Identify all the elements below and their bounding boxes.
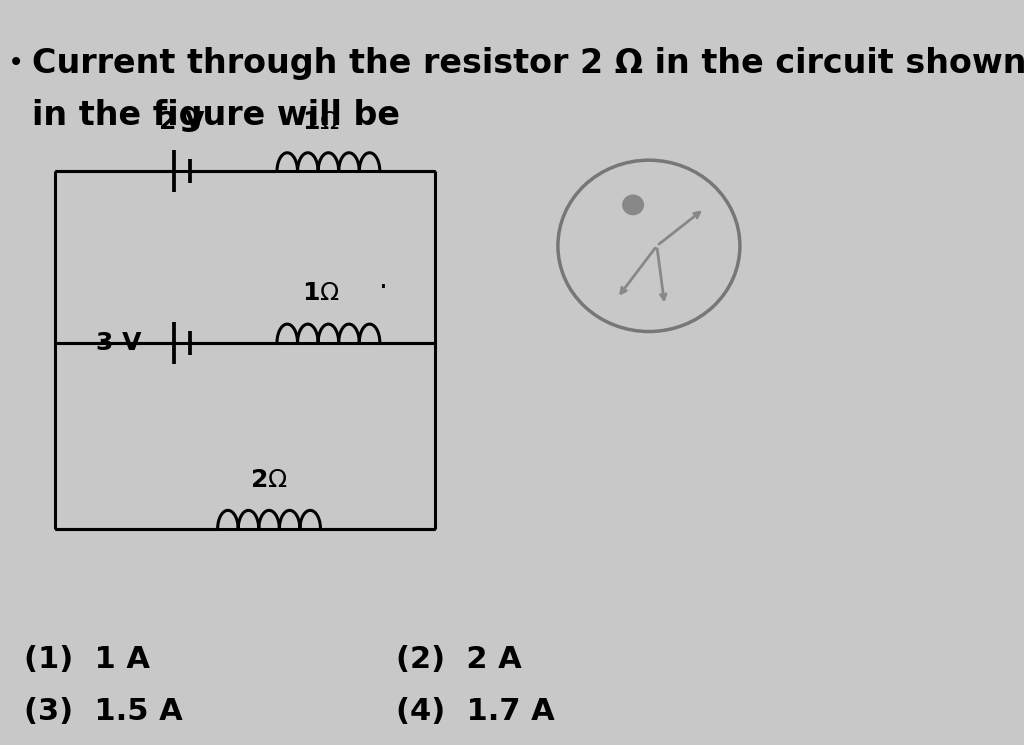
Text: in the figure will be: in the figure will be <box>32 99 399 132</box>
Text: 3 V: 3 V <box>96 331 141 355</box>
Text: (3)  1.5 A: (3) 1.5 A <box>24 697 182 726</box>
Text: ·: · <box>379 273 388 302</box>
Text: (2)  2 A: (2) 2 A <box>395 645 521 673</box>
Circle shape <box>623 195 643 215</box>
Text: 1$\Omega$: 1$\Omega$ <box>302 110 339 134</box>
Text: 2$\Omega$: 2$\Omega$ <box>250 468 288 492</box>
Text: (1)  1 A: (1) 1 A <box>24 645 150 673</box>
Text: •: • <box>8 49 25 77</box>
Text: (4)  1.7 A: (4) 1.7 A <box>395 697 554 726</box>
Text: Current through the resistor 2 Ω in the circuit shown: Current through the resistor 2 Ω in the … <box>32 47 1024 80</box>
Text: 1$\Omega$: 1$\Omega$ <box>302 282 339 305</box>
Text: 2 V: 2 V <box>160 110 205 134</box>
